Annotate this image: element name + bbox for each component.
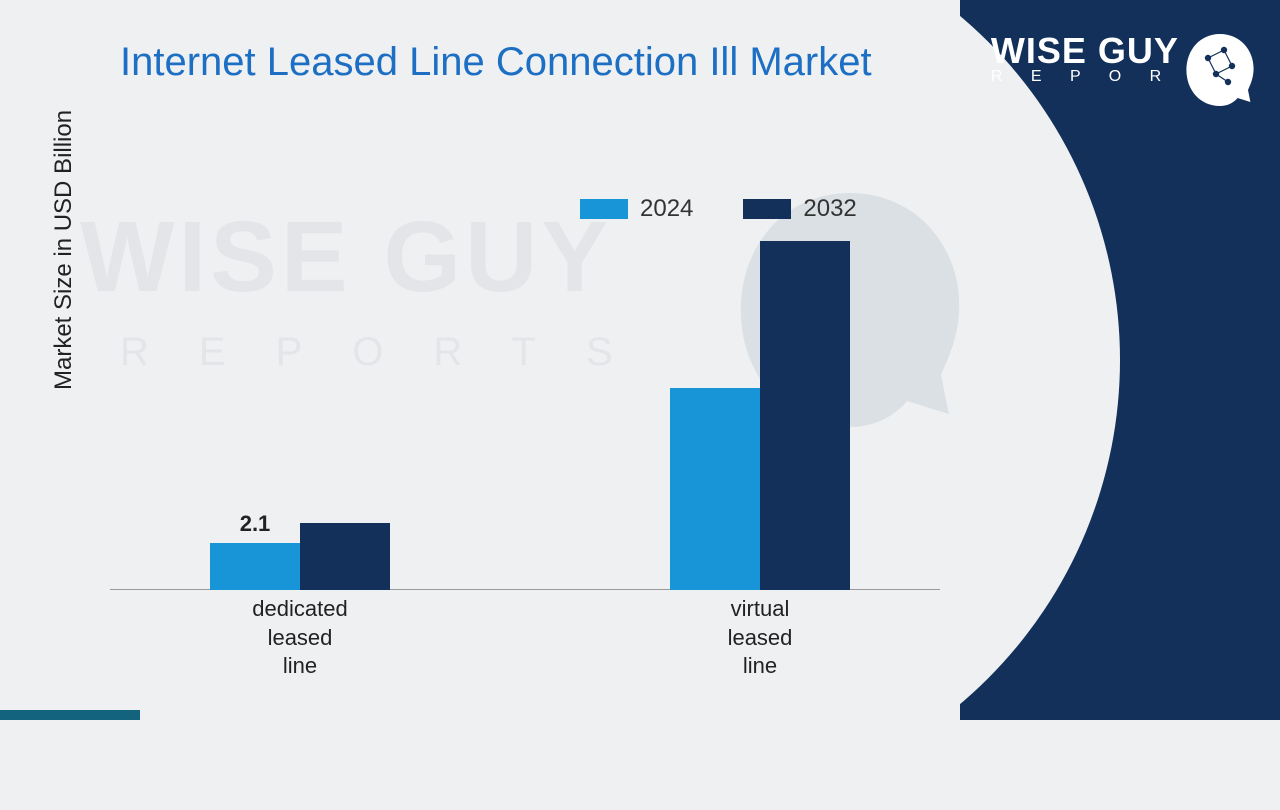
brand-logo: WISE GUY R E P O R T S [991,30,1250,86]
legend-swatch [743,199,791,219]
logo-head-icon [1180,30,1260,110]
footer-accent-bar [0,710,140,720]
chart-plot-area: 2.1 [110,230,940,590]
bar [210,543,300,590]
legend: 2024 2032 [580,195,857,223]
legend-swatch [580,199,628,219]
legend-item-2032: 2032 [743,195,856,223]
legend-label: 2024 [640,195,693,223]
chart-title: Internet Leased Line Connection Ill Mark… [120,40,872,85]
category-label: dedicatedleasedline [252,595,347,681]
y-axis-label: Market Size in USD Billion [50,110,78,390]
category-label: virtualleasedline [728,595,793,681]
bar [300,523,390,591]
legend-item-2024: 2024 [580,195,693,223]
legend-label: 2032 [803,195,856,223]
bar [760,241,850,590]
bar-value-label: 2.1 [240,511,271,537]
bar [670,388,760,591]
